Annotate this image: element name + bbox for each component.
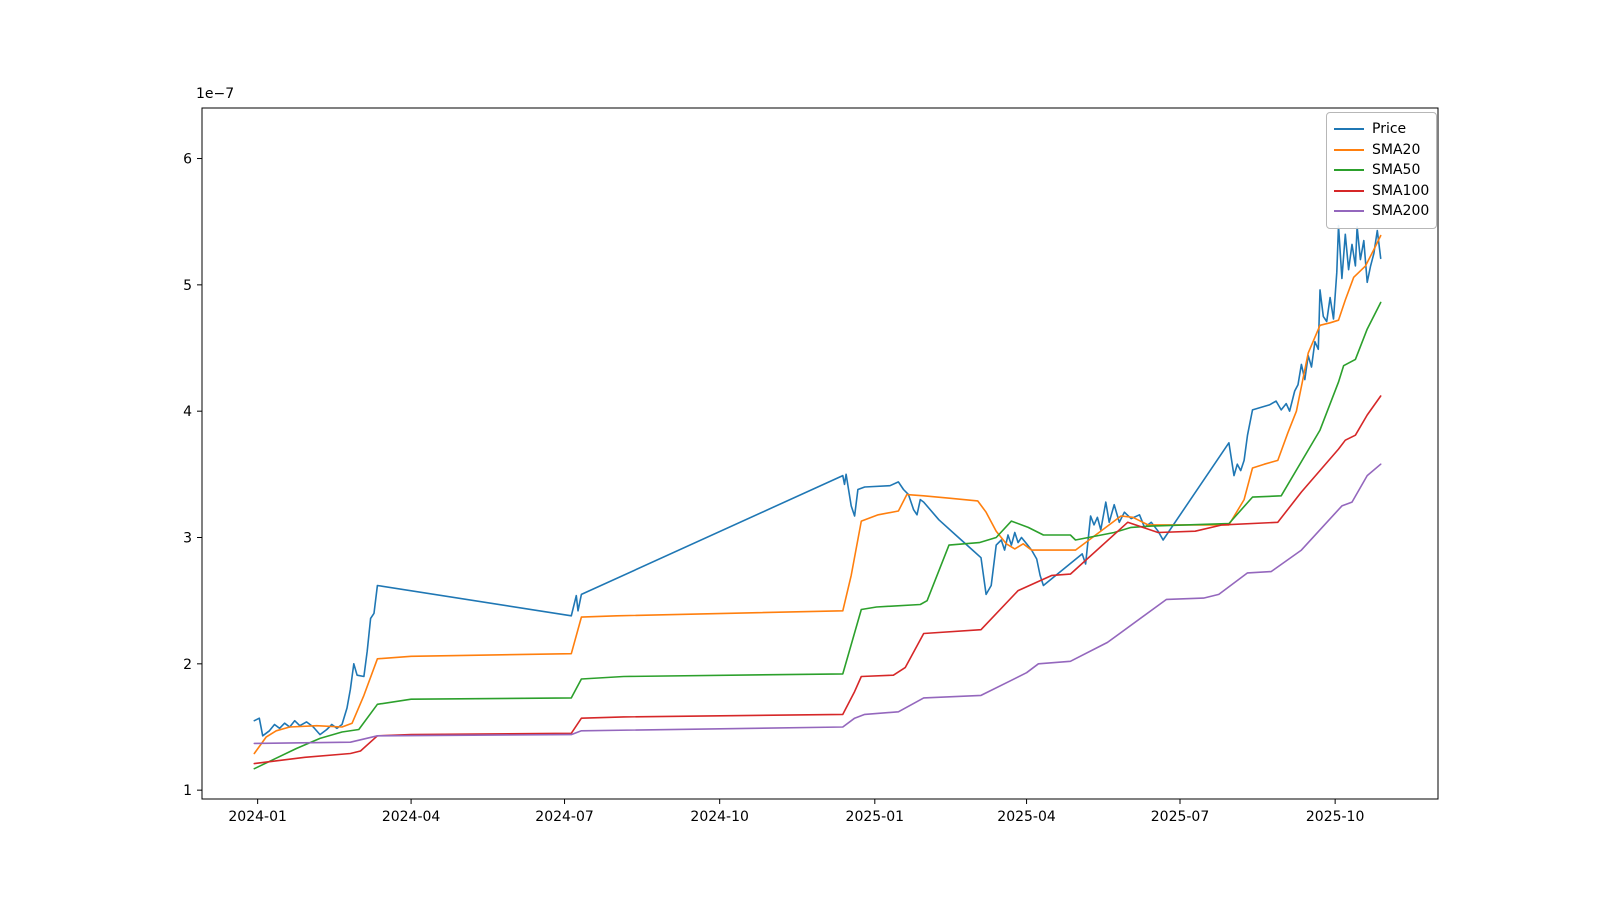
x-axis: 2024-01 2024-04 2024-07 2024-10 2025-01 2025-… — [228, 799, 1364, 825]
legend-label: SMA100 — [1372, 182, 1430, 199]
x-tick-label: 2025-07 — [1151, 809, 1210, 825]
y-tick-label: 2 — [183, 657, 192, 673]
legend-line-swatch — [1334, 148, 1364, 151]
y-tick-label: 5 — [183, 278, 192, 294]
legend-entry-sma20: SMA20 — [1334, 140, 1429, 161]
legend-label: Price — [1372, 121, 1407, 138]
y-tick-label: 4 — [183, 404, 192, 420]
legend-line-swatch — [1334, 169, 1364, 172]
legend-entry-price: Price — [1334, 119, 1429, 140]
legend-line-swatch — [1334, 128, 1364, 131]
x-tick-label: 2024-01 — [228, 809, 287, 825]
series-line-sma100 — [253, 395, 1382, 765]
x-tick-label: 2024-04 — [382, 809, 441, 825]
legend-entry-sma100: SMA100 — [1334, 181, 1429, 202]
series-line-sma200 — [253, 463, 1382, 745]
legend-label: SMA20 — [1372, 141, 1421, 158]
legend-entry-sma200: SMA200 — [1334, 201, 1429, 222]
series-line-price — [253, 224, 1382, 737]
series-line-sma50 — [253, 301, 1382, 770]
x-tick-label: 2025-01 — [846, 809, 905, 825]
legend-line-swatch — [1334, 210, 1364, 213]
x-tick-label: 2024-10 — [690, 809, 749, 825]
x-tick-label: 2025-04 — [997, 809, 1056, 825]
y-axis-offset-label: 1e−7 — [196, 86, 234, 102]
x-tick-label: 2025-10 — [1306, 809, 1365, 825]
y-tick-label: 1 — [183, 783, 192, 799]
legend-label: SMA50 — [1372, 162, 1421, 179]
legend-line-swatch — [1334, 189, 1364, 192]
y-tick-label: 6 — [183, 152, 192, 168]
y-tick-label: 3 — [183, 531, 192, 547]
x-tick-label: 2024-07 — [535, 809, 594, 825]
legend-label: SMA200 — [1372, 203, 1430, 220]
legend-entry-sma50: SMA50 — [1334, 160, 1429, 181]
axes-frame — [201, 107, 1439, 800]
legend: Price SMA20 SMA50 SMA100 SMA200 — [1326, 112, 1438, 229]
series-line-sma20 — [253, 234, 1382, 755]
y-axis: 1 2 3 4 5 6 — [183, 152, 202, 799]
